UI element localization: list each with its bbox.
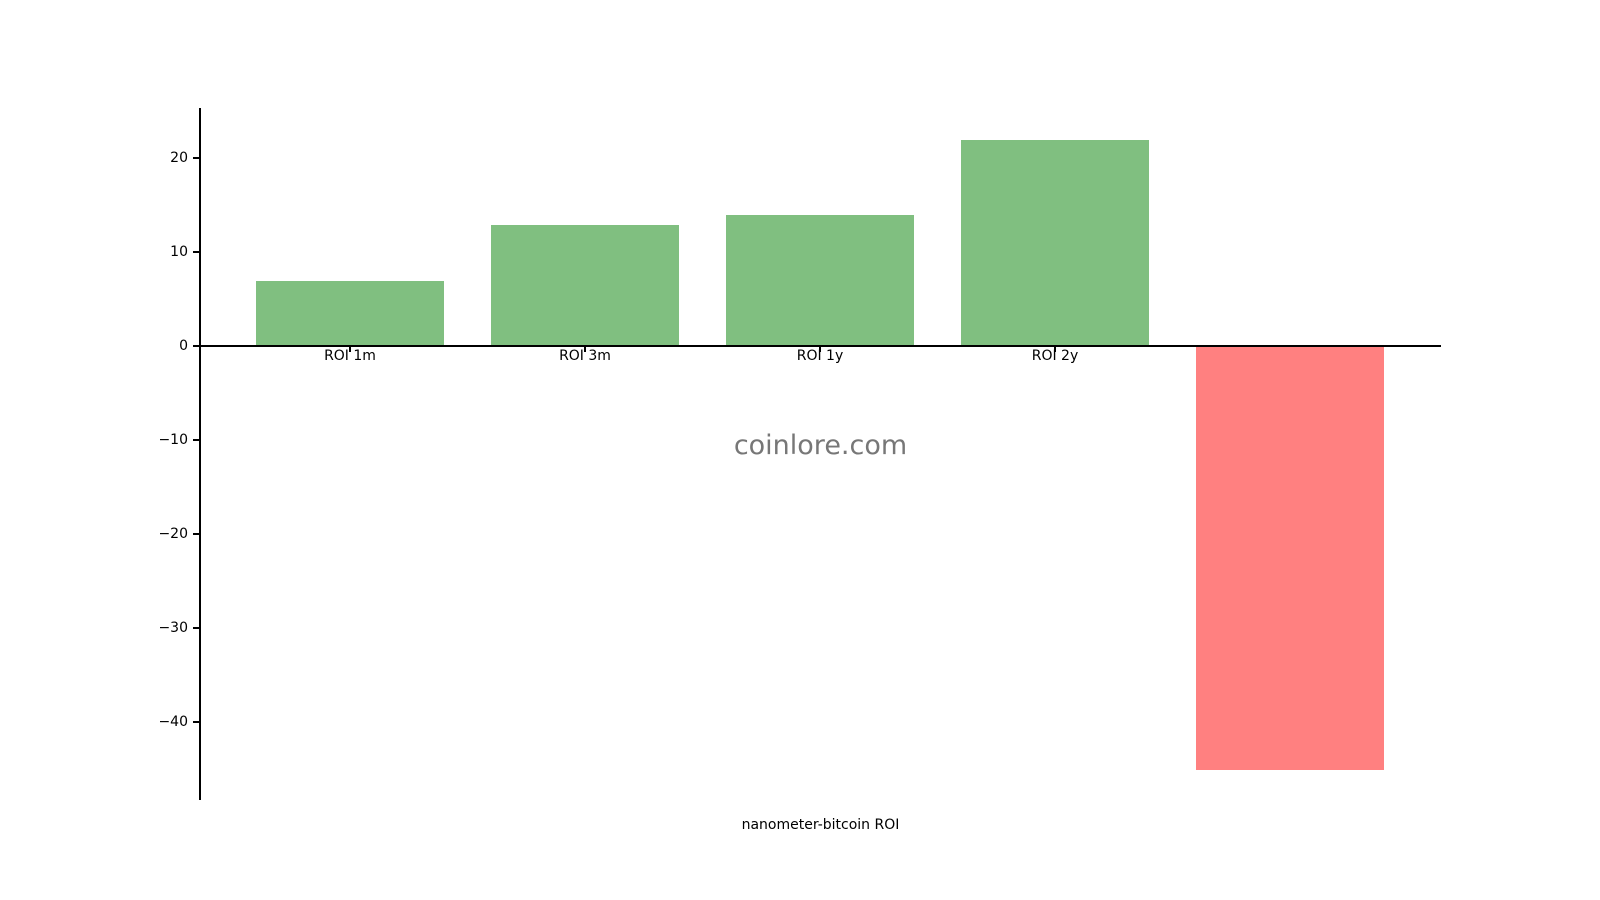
x-tick-mark: [1054, 346, 1056, 352]
x-tick-mark: [584, 346, 586, 352]
y-tick-label: −40: [158, 714, 188, 730]
x-tick-mark: [349, 346, 351, 352]
x-tick-label: ROI 1m: [324, 348, 376, 364]
y-tick-label: 10: [170, 244, 188, 260]
y-tick-label: −30: [158, 620, 188, 636]
y-tick-mark: [193, 251, 200, 253]
y-axis-line: [199, 108, 201, 800]
y-tick-mark: [193, 345, 200, 347]
bar-5: [1196, 347, 1384, 770]
watermark: coinlore.com: [733, 430, 908, 461]
y-tick-label: −20: [158, 526, 188, 542]
bar-3: [726, 215, 914, 347]
x-tick-label: ROI 1y: [796, 348, 844, 364]
x-tick-label: ROI 2y: [1031, 348, 1079, 364]
chart-title: nanometer-bitcoin ROI: [741, 817, 900, 833]
bar-2: [491, 225, 679, 347]
y-tick-label: 0: [179, 338, 188, 354]
y-tick-mark: [193, 627, 200, 629]
bar-1: [256, 281, 444, 347]
y-tick-label: 20: [170, 150, 188, 166]
y-tick-mark: [193, 533, 200, 535]
x-tick-label: ROI 3m: [559, 348, 611, 364]
x-tick-mark: [819, 346, 821, 352]
y-tick-label: −10: [158, 432, 188, 448]
y-tick-mark: [193, 157, 200, 159]
bar-4: [961, 140, 1149, 347]
y-tick-mark: [193, 721, 200, 723]
y-tick-mark: [193, 439, 200, 441]
